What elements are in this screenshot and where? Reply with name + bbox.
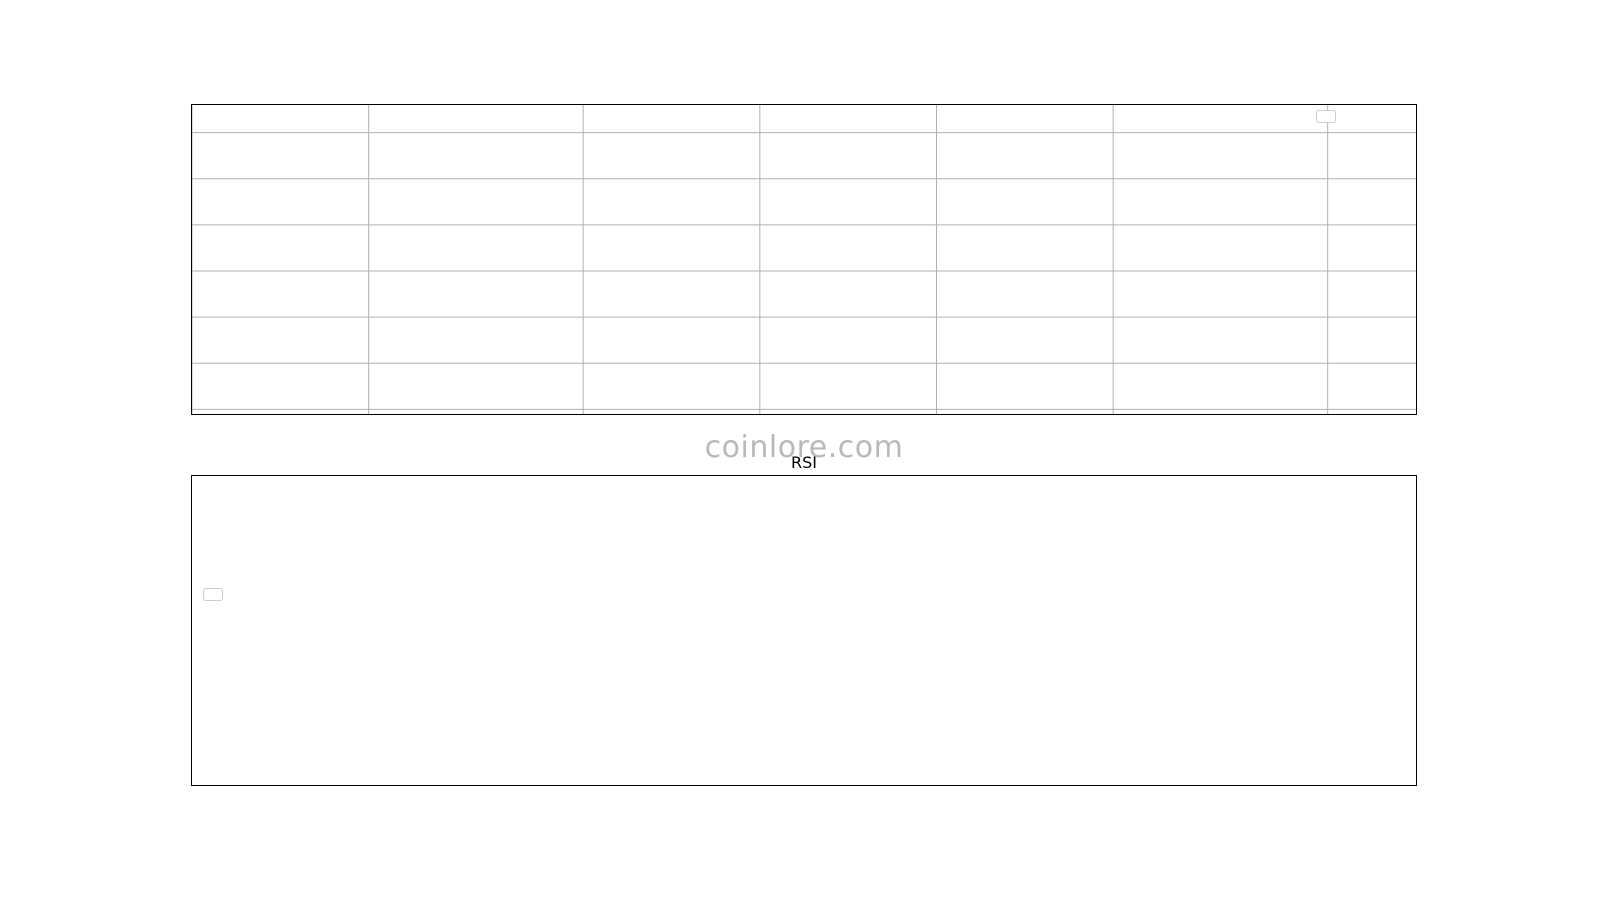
rsi-legend[interactable]	[203, 588, 223, 601]
rsi-plot-svg	[192, 476, 1416, 785]
price-legend[interactable]	[1316, 110, 1336, 123]
price-chart-axes	[191, 104, 1417, 415]
price-plot-svg	[192, 105, 1416, 414]
rsi-chart-axes	[191, 475, 1417, 786]
watermark: coinlore.com	[704, 430, 904, 465]
rsi-chart-title: RSI	[791, 453, 817, 472]
